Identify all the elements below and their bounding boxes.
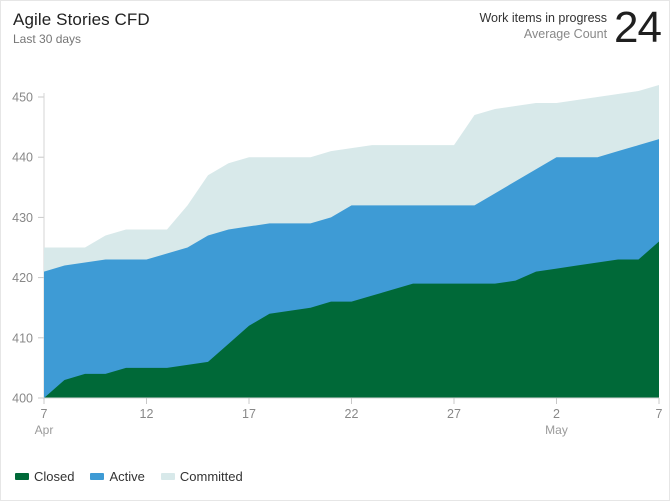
x-axis-label-day: 27 [447,407,461,421]
y-axis-label: 440 [12,151,33,165]
chart-plot-area: 400 410 420 430 440 450 7 Apr 12 17 22 27 2 May 7 [1,57,670,452]
legend-item-active[interactable]: Active [90,469,145,484]
legend-label-active: Active [109,469,145,484]
kpi-block: Work items in progress Average Count 24 [479,3,662,52]
x-axis-label-day: 22 [345,407,359,421]
cfd-area-chart: 400 410 420 430 440 450 7 Apr 12 17 22 27 2 May 7 [12,84,663,437]
legend-item-committed[interactable]: Committed [160,469,243,484]
widget-header: Agile Stories CFD Last 30 days Work item… [1,1,670,57]
area-series-closed [44,241,659,398]
legend-label-closed: Closed [34,469,75,484]
legend-swatch-committed [160,473,175,480]
kpi-value: 24 [614,3,662,52]
chart-legend: Closed Active Committed [15,469,259,484]
y-axis-label: 450 [12,91,33,105]
x-axis-label-day: 17 [242,407,256,421]
x-axis-label-day: 7 [41,407,48,421]
legend-swatch-closed [15,473,29,480]
y-axis-group: 400 410 420 430 440 450 [12,91,45,406]
x-axis-label-month: May [545,423,568,437]
title-block: Agile Stories CFD Last 30 days [13,9,150,47]
y-axis-label: 400 [12,392,33,406]
x-axis-label-month: Apr [35,423,54,437]
legend-swatch-active [90,473,105,480]
x-axis-group: 7 Apr 12 17 22 27 2 May 7 [35,397,663,437]
page-title: Agile Stories CFD [13,10,150,29]
x-axis-label-day: 7 [656,407,663,421]
areas-group [44,84,659,399]
kpi-label-main: Work items in progress [479,11,608,25]
x-axis-label-day: 12 [140,407,154,421]
y-axis-label: 420 [12,271,33,285]
kpi-labels: Work items in progress Average Count [479,7,614,42]
kpi-label-sub: Average Count [523,27,608,41]
legend-label-committed: Committed [179,469,243,484]
legend-item-closed[interactable]: Closed [15,469,74,484]
x-axis-label-day: 2 [553,407,560,421]
y-axis-label: 430 [12,211,33,225]
page-subtitle: Last 30 days [13,32,82,46]
y-axis-label: 410 [12,331,33,345]
